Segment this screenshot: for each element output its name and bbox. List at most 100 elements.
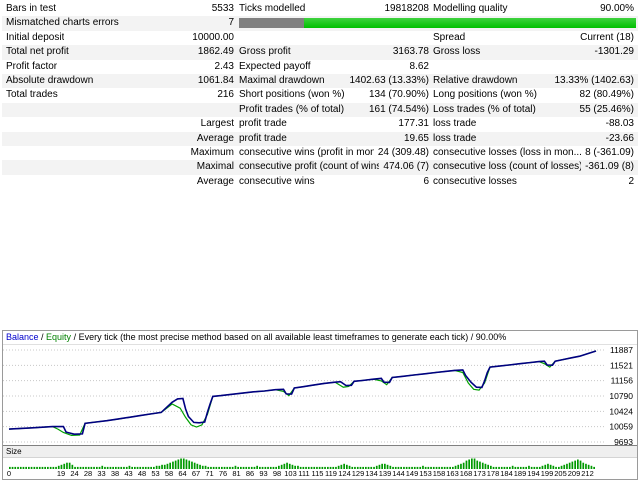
- report-cell-value: Maximum: [190, 146, 234, 158]
- size-bar: [384, 463, 386, 469]
- size-bar: [180, 458, 182, 469]
- size-bar: [269, 466, 272, 469]
- size-bar: [136, 466, 139, 469]
- size-bar: [47, 466, 49, 469]
- size-bar: [210, 466, 212, 469]
- size-bar: [533, 466, 536, 469]
- y-axis-label: 10424: [609, 406, 633, 416]
- report-cell-value: 19818208: [384, 3, 430, 14]
- size-bar: [375, 465, 378, 469]
- size-bar: [536, 466, 538, 469]
- size-bar: [278, 465, 280, 469]
- size-bar: [96, 466, 98, 469]
- report-cell-label: Maximal drawdown: [239, 74, 325, 86]
- size-bar: [519, 466, 522, 469]
- size-bar: [346, 464, 348, 469]
- y-axis-label: 11521: [610, 360, 633, 370]
- size-bar: [60, 464, 63, 469]
- report-cell-group: loss trade -88.03: [433, 117, 634, 131]
- report-cell-value: Current (18): [580, 31, 634, 43]
- report-cell-group: Expected payoff 8.62: [239, 60, 429, 74]
- report-cell-group: consecutive losses (loss in mon... 8 (-36…: [433, 146, 634, 160]
- report-table[interactable]: Bars in test 5533 Ticks modelled 19818208 Mo…: [2, 2, 638, 189]
- size-bar: [432, 466, 435, 469]
- size-bar: [182, 458, 185, 469]
- report-cell-value: -23.66: [605, 132, 634, 144]
- x-axis-label: 111: [298, 469, 310, 478]
- size-bar: [71, 464, 74, 469]
- report-cell-label: consecutive losses: [433, 175, 517, 187]
- size-bar: [568, 462, 571, 469]
- report-cell-group: Short positions (won %) 134 (70.90%): [239, 88, 429, 102]
- size-bar: [66, 462, 68, 469]
- size-bar: [302, 466, 305, 469]
- report-cell-label: profit trade: [239, 118, 287, 130]
- size-bar: [446, 466, 449, 469]
- report-cell-label: Spread: [433, 31, 466, 43]
- size-bar: [22, 466, 25, 469]
- size-bar: [280, 464, 283, 469]
- x-axis-label: 33: [97, 469, 106, 478]
- size-bar: [340, 464, 343, 469]
- report-cell-value: -88.03: [605, 118, 634, 130]
- x-axis-label: 168: [459, 469, 473, 478]
- size-bar: [430, 466, 432, 469]
- size-bar: [52, 466, 55, 469]
- size-bar: [115, 466, 117, 469]
- report-row: Total trades 216 Short positions (won %) 13…: [2, 88, 638, 102]
- report-cell-label: Mismatched charts errors: [6, 17, 119, 29]
- x-axis-label: 81: [232, 469, 241, 478]
- report-cell-value: [425, 31, 429, 45]
- report-cell-value: 7: [228, 17, 234, 29]
- size-bar: [541, 465, 544, 469]
- report-cell-value: Largest: [200, 118, 234, 130]
- size-bar: [416, 466, 419, 469]
- chart-header: Balance / Equity / Every tick (the most …: [3, 331, 637, 345]
- x-axis-label: 93: [259, 469, 268, 478]
- size-bar: [538, 466, 541, 469]
- size-bar: [98, 466, 101, 469]
- size-bar: [370, 466, 373, 469]
- size-bar: [506, 466, 508, 469]
- report-cell-group: Mismatched charts errors 7: [6, 16, 234, 30]
- equity-line: [8, 350, 597, 437]
- size-bar: [359, 466, 362, 469]
- report-cell-value: 5533: [211, 3, 234, 14]
- size-bar: [354, 466, 356, 469]
- x-axis-label: 98: [272, 469, 282, 478]
- tester-graph-panel[interactable]: Balance / Equity / Every tick (the most …: [2, 330, 638, 480]
- size-bar: [74, 466, 76, 469]
- size-bar: [514, 466, 517, 469]
- report-row: Largest profit trade 177.31 loss trade -88.0…: [2, 117, 638, 131]
- size-bar: [229, 466, 231, 469]
- size-bar: [155, 465, 158, 469]
- size-bar: [161, 464, 163, 469]
- size-bar: [14, 466, 17, 469]
- report-cell-value: 6: [423, 175, 429, 187]
- x-axis-label: 53: [151, 469, 160, 478]
- report-cell-value: 177.31: [398, 118, 429, 130]
- size-bar: [321, 466, 324, 469]
- size-bar: [590, 465, 593, 469]
- size-bar: [509, 466, 511, 469]
- size-bar: [297, 465, 299, 469]
- size-bar: [215, 466, 218, 469]
- size-bar: [547, 463, 549, 469]
- size-bar: [413, 466, 416, 469]
- report-cell-label: Initial deposit: [6, 31, 65, 43]
- report-cell-value: 2.43: [214, 60, 234, 72]
- size-bar: [286, 462, 288, 469]
- report-cell-group: Total trades 216: [6, 88, 234, 102]
- size-bar: [555, 466, 557, 469]
- report-row: Mismatched charts errors 7: [2, 16, 638, 31]
- report-cell-value: 1061.84: [197, 74, 234, 86]
- x-axis-label: 0: [6, 469, 12, 478]
- size-bar: [522, 466, 525, 469]
- report-cell-group: Average: [6, 132, 234, 146]
- size-bar: [28, 466, 30, 469]
- size-bar: [305, 466, 307, 469]
- size-bar: [579, 460, 582, 469]
- size-bar: [169, 462, 171, 469]
- size-bar: [329, 466, 332, 469]
- size-bar: [299, 466, 302, 469]
